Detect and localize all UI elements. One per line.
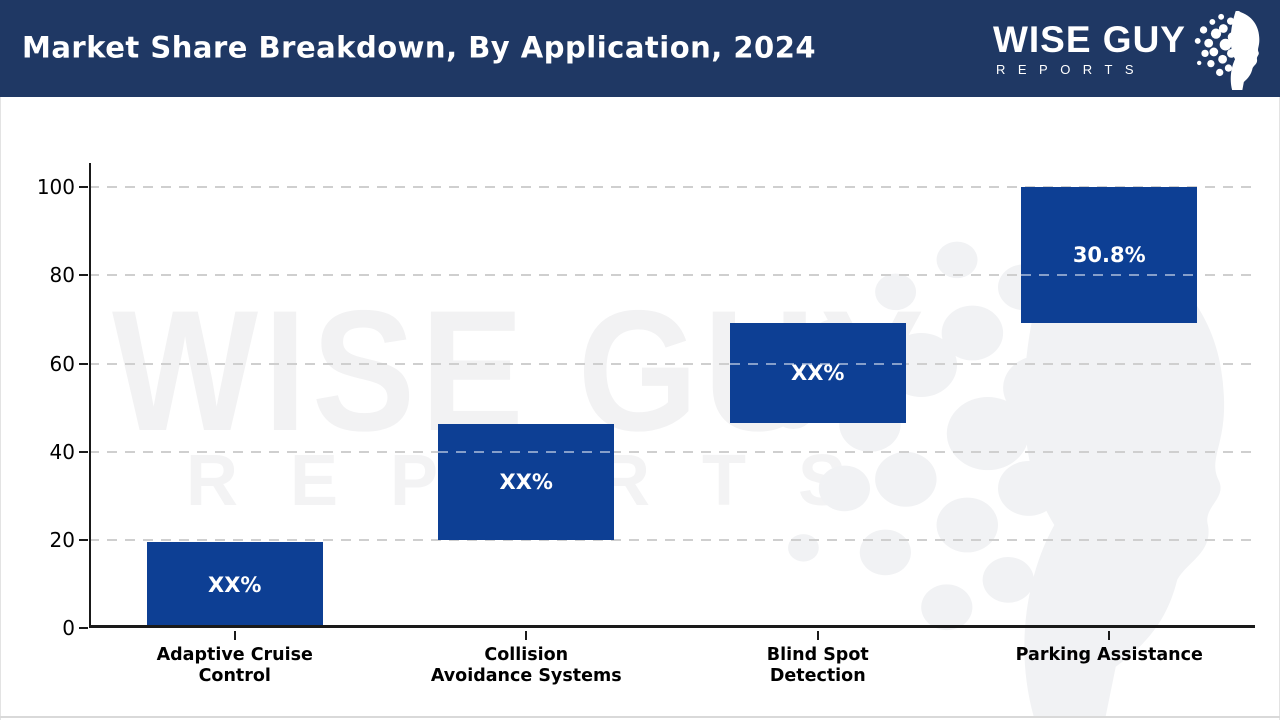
x-tick-mark bbox=[233, 631, 236, 640]
y-tick-label: 20 bbox=[49, 527, 75, 552]
y-tick-mark bbox=[79, 186, 88, 189]
logo-text: WISE GUY REPORTS bbox=[993, 21, 1186, 77]
logo-subtext: REPORTS bbox=[995, 62, 1147, 77]
gridline-over-bar bbox=[438, 450, 615, 453]
category-label-4: Parking Assistance bbox=[959, 645, 1259, 666]
y-tick-label: 60 bbox=[49, 351, 75, 376]
y-tick-mark bbox=[79, 450, 88, 453]
gridline-40 bbox=[89, 450, 1255, 453]
logo-wordmark: WISE GUY bbox=[992, 19, 1186, 60]
y-tick-label: 40 bbox=[49, 439, 75, 464]
gridline-over-bar bbox=[729, 362, 906, 365]
y-tick-label: 80 bbox=[49, 263, 75, 288]
bar-1: XX% bbox=[146, 541, 323, 628]
bar-value-label: XX% bbox=[499, 469, 553, 494]
x-tick-mark bbox=[525, 631, 528, 640]
logo: WISE GUY REPORTS bbox=[993, 8, 1266, 90]
y-tick-mark bbox=[79, 627, 88, 629]
header: Market Share Breakdown, By Application, … bbox=[0, 0, 1280, 97]
category-label-line: Detection bbox=[769, 666, 866, 687]
bottom-border bbox=[0, 716, 1280, 718]
bar-value-label: XX% bbox=[791, 360, 845, 385]
x-tick-mark bbox=[1108, 631, 1111, 640]
bar-3: XX% bbox=[729, 322, 906, 423]
category-label-line: Adaptive Cruise bbox=[156, 645, 313, 665]
bar-value-label: 30.8% bbox=[1072, 243, 1146, 268]
logo-face-icon bbox=[1194, 10, 1260, 90]
bar-2: XX% bbox=[438, 423, 615, 540]
category-label-line: Collision bbox=[484, 645, 569, 665]
category-label-3: Blind Spot Detection bbox=[668, 645, 968, 688]
y-tick-mark bbox=[79, 362, 88, 365]
y-tick-label: 0 bbox=[62, 616, 75, 640]
category-label-line: Control bbox=[198, 666, 271, 687]
page-title: Market Share Breakdown, By Application, … bbox=[22, 30, 817, 65]
bar-4: 30.8% bbox=[1021, 187, 1198, 323]
y-tick-mark bbox=[79, 538, 88, 541]
chart-area: WISE GUY REPORTS 020406080100XX%Adaptive… bbox=[0, 97, 1280, 720]
gridline-100 bbox=[89, 186, 1255, 189]
gridline-80 bbox=[89, 274, 1255, 277]
category-label-line: Blind Spot bbox=[766, 645, 869, 665]
left-border bbox=[0, 97, 1, 720]
category-label-2: Collision Avoidance Systems bbox=[376, 645, 676, 688]
x-tick-mark bbox=[816, 631, 819, 640]
gridline-over-bar bbox=[1021, 274, 1198, 277]
bar-value-label: XX% bbox=[208, 572, 262, 597]
category-label-line: Avoidance Systems bbox=[430, 666, 622, 687]
y-tick-mark bbox=[79, 274, 88, 277]
category-label-1: Adaptive Cruise Control bbox=[85, 645, 385, 688]
y-tick-label: 100 bbox=[36, 175, 75, 200]
gridline-20 bbox=[89, 538, 1255, 541]
category-label-line: Parking Assistance bbox=[1015, 645, 1203, 665]
gridline-60 bbox=[89, 362, 1255, 365]
